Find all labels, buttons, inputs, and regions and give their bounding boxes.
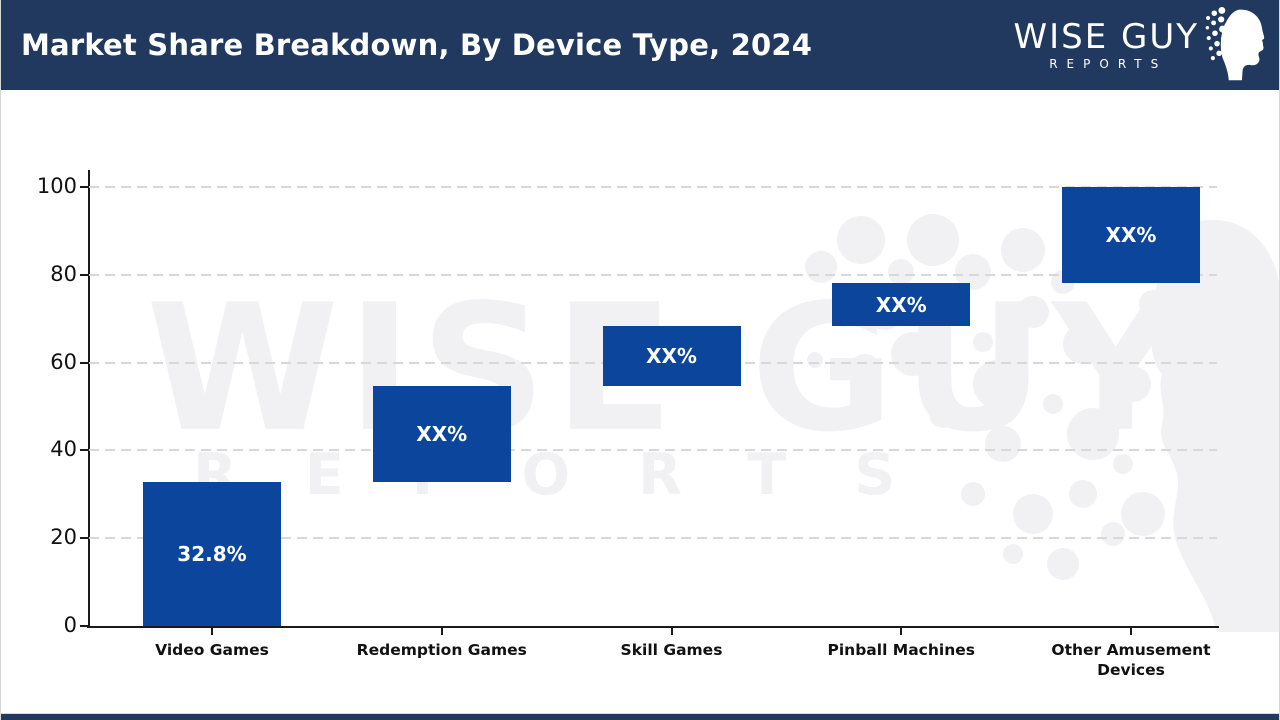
x-axis-line [87, 626, 1219, 628]
wiseguy-logo: WISE GUY REPORTS [1013, 0, 1267, 90]
y-tick-20 [80, 537, 88, 540]
x-label-other-amusement-devices: Other Amusement Devices [1051, 641, 1211, 679]
footer-strip [1, 714, 1279, 720]
x-tick-skill-games [670, 628, 673, 635]
header-bar: Market Share Breakdown, By Device Type, … [1, 0, 1279, 90]
y-tick-label-40: 40 [50, 437, 77, 462]
x-tick-video-games [211, 628, 213, 635]
x-label-pinball-machines: Pinball Machines [827, 641, 975, 659]
bar-value-label-other-amusement-devices: XX% [1105, 223, 1157, 248]
y-tick-label-80: 80 [50, 261, 77, 286]
bar-pinball-machines: XX% [832, 283, 971, 327]
bar-video-games: 32.8% [143, 482, 281, 626]
x-label-redemption-games: Redemption Games [356, 641, 527, 659]
gridline-100 [89, 186, 1217, 188]
y-tick-60 [80, 361, 88, 364]
x-tick-pinball-machines [900, 628, 903, 635]
bar-skill-games: XX% [602, 326, 741, 386]
logo-wordmark: WISE GUY REPORTS [1013, 19, 1199, 71]
footer-rule [1, 713, 1279, 714]
bar-other-amusement-devices: XX% [1062, 187, 1200, 284]
chart-title: Market Share Breakdown, By Device Type, … [21, 28, 813, 62]
watermark-reports-text: REPORTS [193, 442, 964, 508]
gridline-40 [89, 449, 1217, 452]
logo-reports-text: REPORTS [1049, 57, 1168, 71]
y-tick-label-0: 0 [63, 613, 77, 637]
bar-redemption-games: XX% [372, 385, 511, 482]
bar-value-label-video-games: 32.8% [177, 541, 247, 566]
y-tick-100 [80, 186, 88, 188]
y-tick-label-100: 100 [36, 174, 77, 198]
x-tick-other-amusement-devices [1130, 628, 1132, 635]
y-axis-line [88, 170, 90, 628]
y-tick-80 [80, 273, 88, 276]
y-tick-0 [80, 625, 88, 627]
y-tick-label-20: 20 [50, 525, 77, 550]
logo-head-icon [1205, 7, 1265, 81]
y-tick-40 [80, 449, 88, 452]
gridline-80 [89, 273, 1217, 276]
x-label-video-games: Video Games [155, 641, 269, 659]
x-tick-redemption-games [440, 628, 443, 635]
bar-value-label-skill-games: XX% [646, 344, 697, 368]
gridline-20 [89, 537, 1217, 540]
bar-value-label-pinball-machines: XX% [875, 292, 927, 317]
y-tick-label-60: 60 [50, 349, 77, 374]
bar-value-label-redemption-games: XX% [416, 421, 468, 446]
logo-wiseguy-text: WISE GUY [1013, 17, 1199, 57]
x-label-skill-games: Skill Games [620, 641, 723, 659]
